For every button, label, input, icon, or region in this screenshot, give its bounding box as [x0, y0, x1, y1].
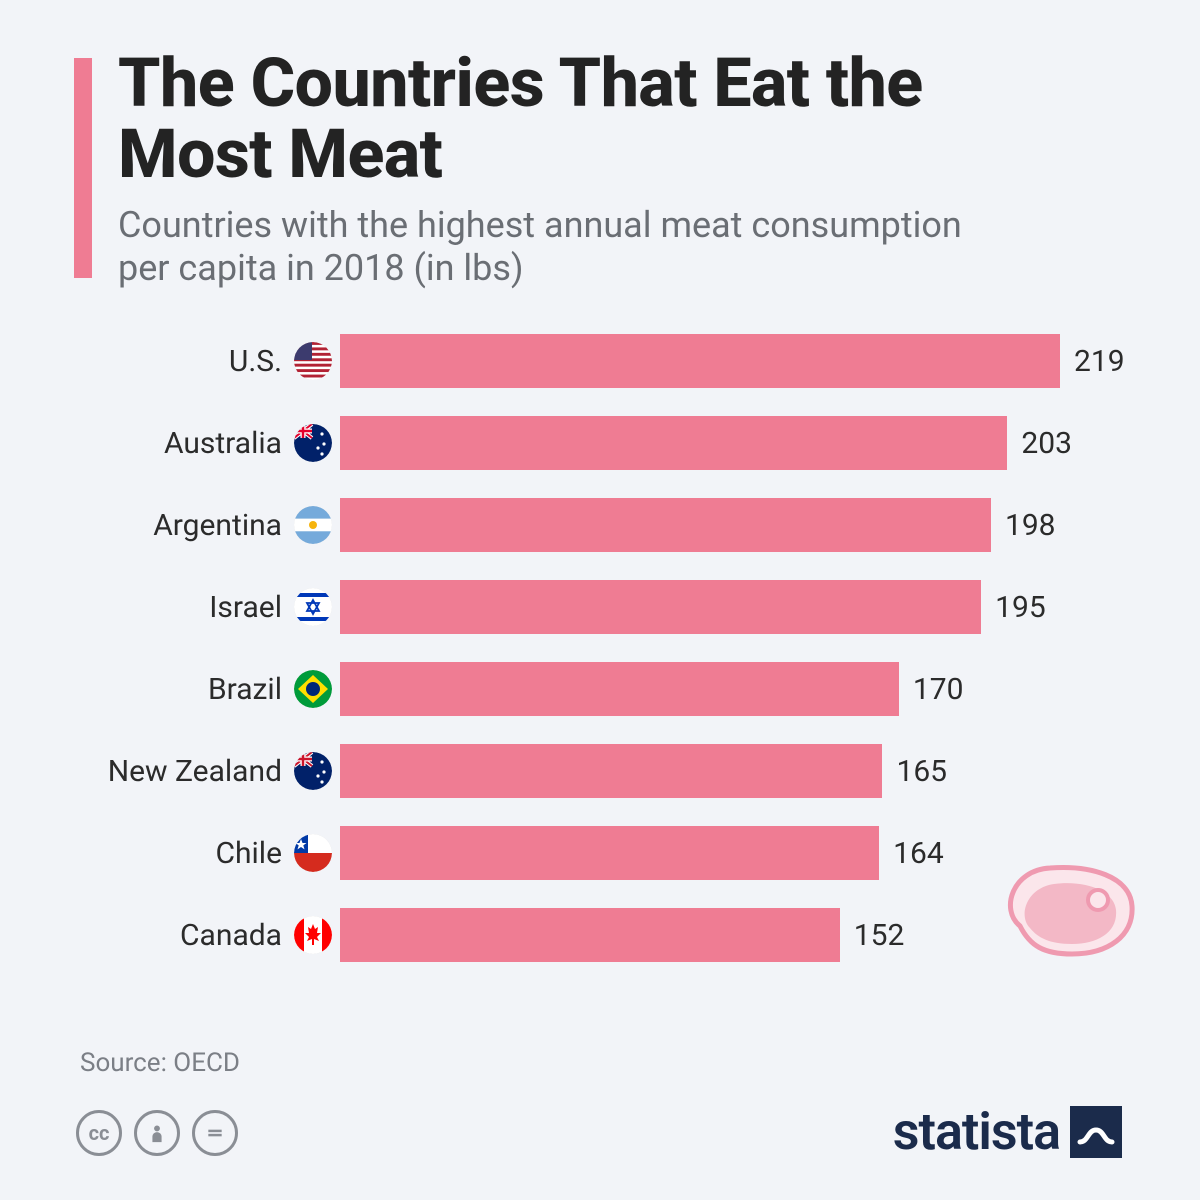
brand-logo: statista: [893, 1101, 1122, 1162]
chart-subtitle: Countries with the highest annual meat c…: [118, 204, 1018, 290]
row-label-wrap: New Zealand: [80, 752, 340, 790]
brand-text: statista: [893, 1101, 1060, 1162]
bar-track: 198: [340, 498, 1120, 552]
bar: [340, 580, 981, 634]
bar-value: 198: [991, 498, 1056, 552]
chart-row: U.S. 219: [80, 320, 1120, 402]
row-label-wrap: Israel: [80, 588, 340, 626]
bar: [340, 744, 882, 798]
bar: [340, 416, 1007, 470]
chart-row: Israel 195: [80, 566, 1120, 648]
country-label: Argentina: [153, 508, 282, 543]
row-label-wrap: U.S.: [80, 342, 340, 380]
chart-row: Canada 152: [80, 894, 1120, 976]
bar-value: 164: [879, 826, 944, 880]
license-icons: cc: [76, 1110, 238, 1156]
meat-icon: [990, 850, 1140, 970]
country-label: Canada: [180, 918, 282, 953]
infographic-stage: The Countries That Eat the Most Meat Cou…: [0, 0, 1200, 1200]
bar-value: 203: [1007, 416, 1072, 470]
brand-mark-icon: [1070, 1106, 1122, 1158]
bar: [340, 826, 879, 880]
bar: [340, 908, 840, 962]
row-label-wrap: Chile: [80, 834, 340, 872]
country-label: U.S.: [229, 344, 282, 379]
country-label: Israel: [209, 590, 282, 625]
chart-row: Argentina 198: [80, 484, 1120, 566]
title-accent-bar: [74, 58, 92, 278]
flag-icon: [294, 752, 332, 790]
row-label-wrap: Australia: [80, 424, 340, 462]
row-label-wrap: Brazil: [80, 670, 340, 708]
flag-icon: [294, 342, 332, 380]
bar-track: 165: [340, 744, 1120, 798]
flag-icon: [294, 588, 332, 626]
country-label: Australia: [164, 426, 282, 461]
row-label-wrap: Argentina: [80, 506, 340, 544]
bar-value: 195: [981, 580, 1046, 634]
bar-track: 195: [340, 580, 1120, 634]
cc-by-icon: [134, 1110, 180, 1156]
bar-track: 203: [340, 416, 1120, 470]
bar-value: 165: [882, 744, 947, 798]
bar-value: 152: [840, 908, 905, 962]
bar-value: 170: [899, 662, 964, 716]
bar: [340, 498, 991, 552]
source-label: Source: OECD: [80, 1048, 240, 1078]
flag-icon: [294, 834, 332, 872]
flag-icon: [294, 916, 332, 954]
bar-chart: U.S. 219 Australia: [80, 320, 1120, 976]
bar-track: 170: [340, 662, 1120, 716]
chart-row: New Zealand 165: [80, 730, 1120, 812]
country-label: New Zealand: [108, 754, 282, 789]
country-label: Chile: [215, 836, 282, 871]
bar-track: 219: [340, 334, 1120, 388]
bar: [340, 662, 899, 716]
cc-nd-icon: [192, 1110, 238, 1156]
bar-value: 219: [1060, 334, 1125, 388]
flag-icon: [294, 424, 332, 462]
chart-row: Australia 203: [80, 402, 1120, 484]
country-label: Brazil: [208, 672, 282, 707]
chart-row: Brazil 170: [80, 648, 1120, 730]
flag-icon: [294, 506, 332, 544]
cc-icon: cc: [76, 1110, 122, 1156]
chart-title: The Countries That Eat the Most Meat: [118, 48, 1068, 191]
row-label-wrap: Canada: [80, 916, 340, 954]
bar: [340, 334, 1060, 388]
chart-row: Chile 164: [80, 812, 1120, 894]
flag-icon: [294, 670, 332, 708]
